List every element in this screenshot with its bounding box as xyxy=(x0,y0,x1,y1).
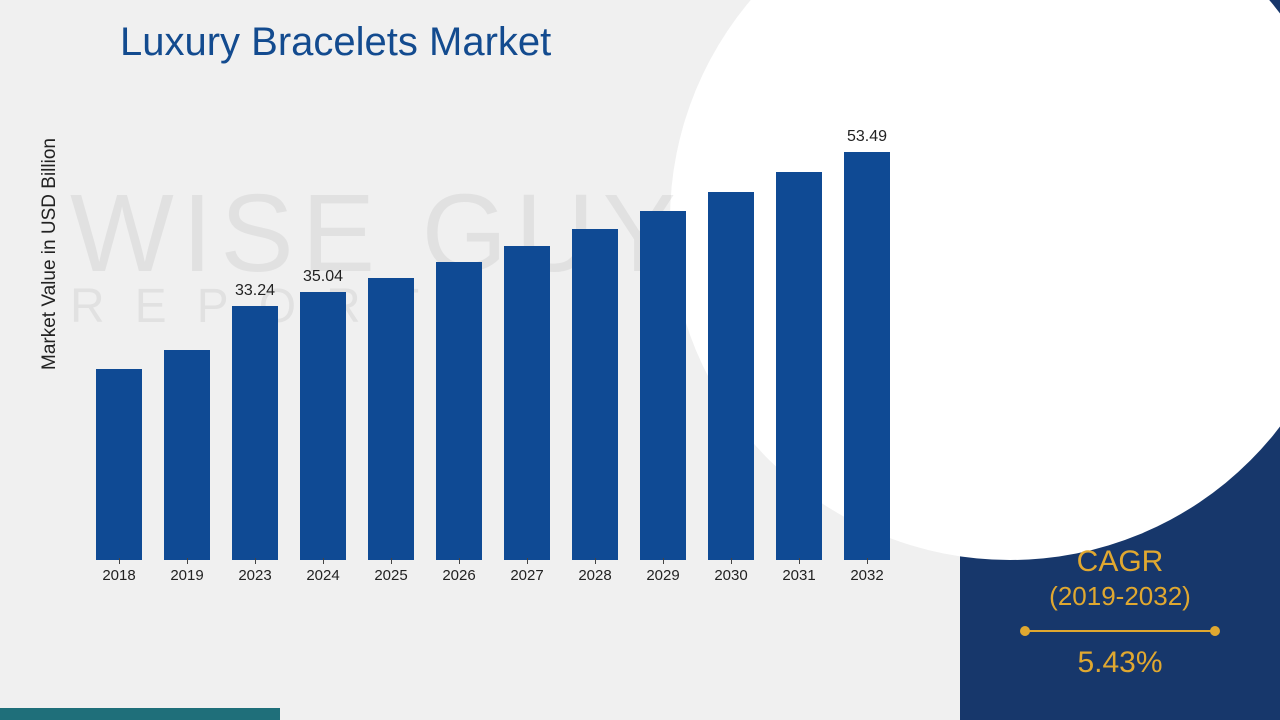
x-tick-label: 2026 xyxy=(424,567,494,584)
x-tick-mark xyxy=(799,558,800,564)
x-tick-mark xyxy=(595,558,596,564)
x-tick-mark xyxy=(527,558,528,564)
bar xyxy=(844,152,890,560)
x-tick-mark xyxy=(255,558,256,564)
cagr-label: CAGR xyxy=(990,545,1250,579)
x-tick-mark xyxy=(459,558,460,564)
cagr-years: (2019-2032) xyxy=(990,581,1250,612)
x-tick-mark xyxy=(323,558,324,564)
bar xyxy=(640,211,686,560)
chart-title: Luxury Bracelets Market xyxy=(120,20,551,65)
x-tick-label: 2024 xyxy=(288,567,358,584)
bar xyxy=(96,369,142,560)
bar xyxy=(708,192,754,560)
x-tick-label: 2019 xyxy=(152,567,222,584)
x-tick-mark xyxy=(391,558,392,564)
x-tick-label: 2018 xyxy=(84,567,154,584)
bar-value-label: 53.49 xyxy=(832,128,902,146)
bar xyxy=(572,229,618,560)
x-tick-label: 2029 xyxy=(628,567,698,584)
bar xyxy=(504,246,550,560)
bar-value-label: 33.24 xyxy=(220,282,290,300)
accent-bottom-bar xyxy=(0,708,280,720)
x-tick-label: 2030 xyxy=(696,567,766,584)
bar xyxy=(300,292,346,560)
x-tick-mark xyxy=(187,558,188,564)
x-tick-mark xyxy=(663,558,664,564)
bar xyxy=(436,262,482,560)
x-tick-label: 2027 xyxy=(492,567,562,584)
bar xyxy=(776,172,822,560)
cagr-value: 5.43% xyxy=(990,646,1250,680)
logo-head-icon xyxy=(1005,20,1265,90)
chart: Market Value in USD Billion 201820192023… xyxy=(50,140,930,600)
bar xyxy=(368,278,414,560)
x-tick-label: 2025 xyxy=(356,567,426,584)
x-tick-mark xyxy=(731,558,732,564)
x-tick-mark xyxy=(867,558,868,564)
x-tick-label: 2023 xyxy=(220,567,290,584)
bar xyxy=(232,306,278,560)
logo: WISE GUY R E P O R T S xyxy=(1059,20,1260,72)
bar-value-label: 35.04 xyxy=(288,268,358,286)
y-axis-label: Market Value in USD Billion xyxy=(39,138,61,370)
x-tick-label: 2028 xyxy=(560,567,630,584)
x-tick-label: 2031 xyxy=(764,567,834,584)
x-tick-label: 2032 xyxy=(832,567,902,584)
cagr-divider xyxy=(1025,630,1215,632)
x-tick-mark xyxy=(119,558,120,564)
bar xyxy=(164,350,210,560)
plot-area: 20182019202333.24202435.0420252026202720… xyxy=(90,140,930,560)
cagr-block: CAGR (2019-2032) 5.43% xyxy=(990,545,1250,680)
